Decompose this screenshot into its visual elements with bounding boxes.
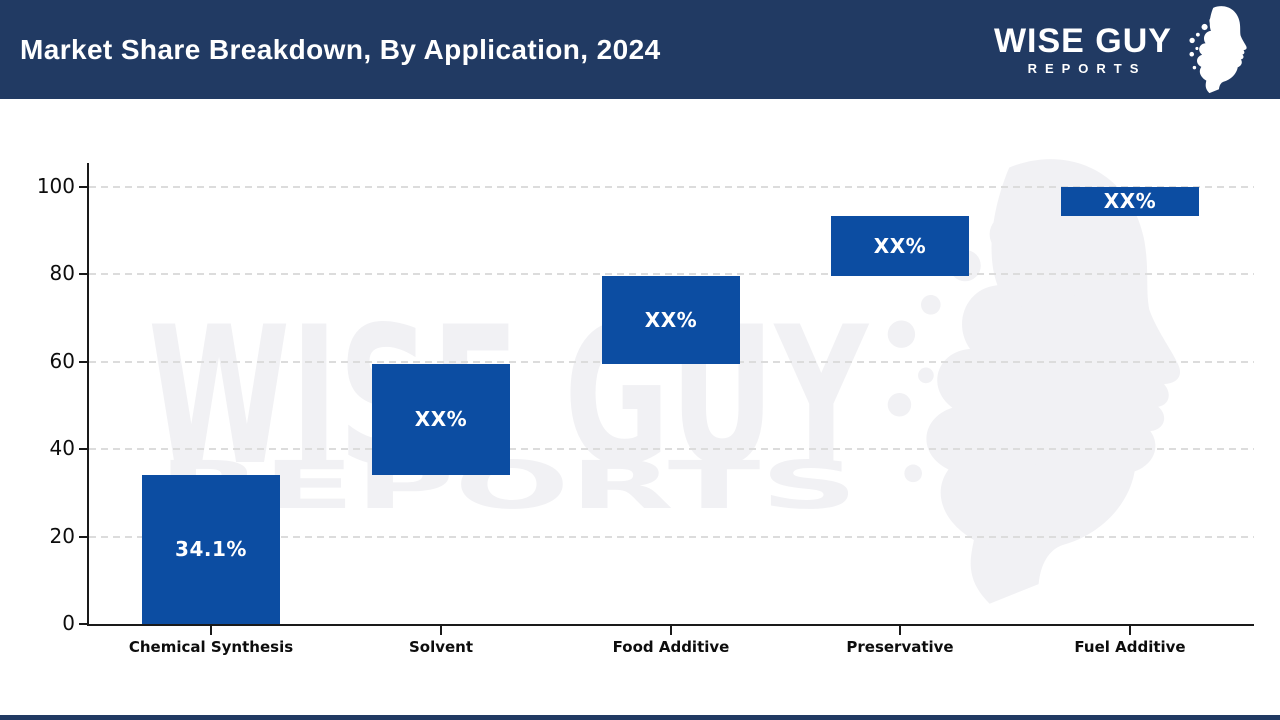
- y-tick-mark: [79, 448, 88, 451]
- x-tick-mark: [210, 626, 212, 635]
- category-label: Preservative: [846, 638, 954, 656]
- y-gridline: [89, 273, 1254, 276]
- category-label: Chemical Synthesis: [128, 638, 294, 656]
- x-tick-mark: [440, 626, 442, 635]
- y-tick-label: 60: [49, 348, 75, 373]
- y-tick-label: 80: [49, 261, 75, 286]
- bar-value-label: XX%: [644, 307, 698, 332]
- y-tick-label: 0: [62, 611, 75, 635]
- y-tick-mark: [79, 535, 88, 538]
- header-bar: Market Share Breakdown, By Application, …: [0, 0, 1280, 99]
- y-tick-label: 100: [36, 174, 75, 198]
- bar-value-label: 34.1%: [175, 537, 247, 562]
- bar-value-label: XX%: [1103, 189, 1157, 214]
- bar-value-label: XX%: [414, 407, 468, 432]
- y-gridline: [89, 186, 1254, 188]
- logo-reports-text: REPORTS: [1027, 61, 1147, 76]
- category-label: Solvent: [408, 638, 474, 656]
- x-axis-line: [87, 624, 1254, 626]
- y-tick-label: 40: [49, 436, 75, 461]
- y-axis-line: [87, 163, 89, 626]
- category-label: Food Additive: [612, 638, 730, 656]
- logo-brand-text: WISE GUY: [993, 22, 1172, 60]
- wiseguy-logo: WISE GUY REPORTS: [994, 4, 1262, 96]
- y-tick-mark: [79, 273, 88, 276]
- bar-value-label: XX%: [873, 233, 927, 258]
- x-tick-mark: [1129, 626, 1131, 635]
- category-label: Fuel Additive: [1074, 638, 1186, 656]
- x-tick-mark: [899, 626, 901, 635]
- y-tick-label: 20: [49, 523, 75, 548]
- y-tick-mark: [79, 360, 88, 363]
- logo-face-icon: [1189, 5, 1247, 93]
- y-tick-mark: [79, 623, 88, 625]
- bar: XX%: [831, 215, 969, 277]
- bar: XX%: [372, 363, 510, 475]
- x-tick-mark: [670, 626, 672, 635]
- y-tick-mark: [79, 186, 88, 188]
- footer-bar: [0, 715, 1280, 720]
- bar: 34.1%: [142, 474, 280, 624]
- bar: XX%: [602, 276, 740, 364]
- page-title: Market Share Breakdown, By Application, …: [20, 33, 661, 65]
- y-gridline: [89, 448, 1254, 451]
- y-gridline: [89, 535, 1254, 538]
- bar: XX%: [1061, 187, 1199, 216]
